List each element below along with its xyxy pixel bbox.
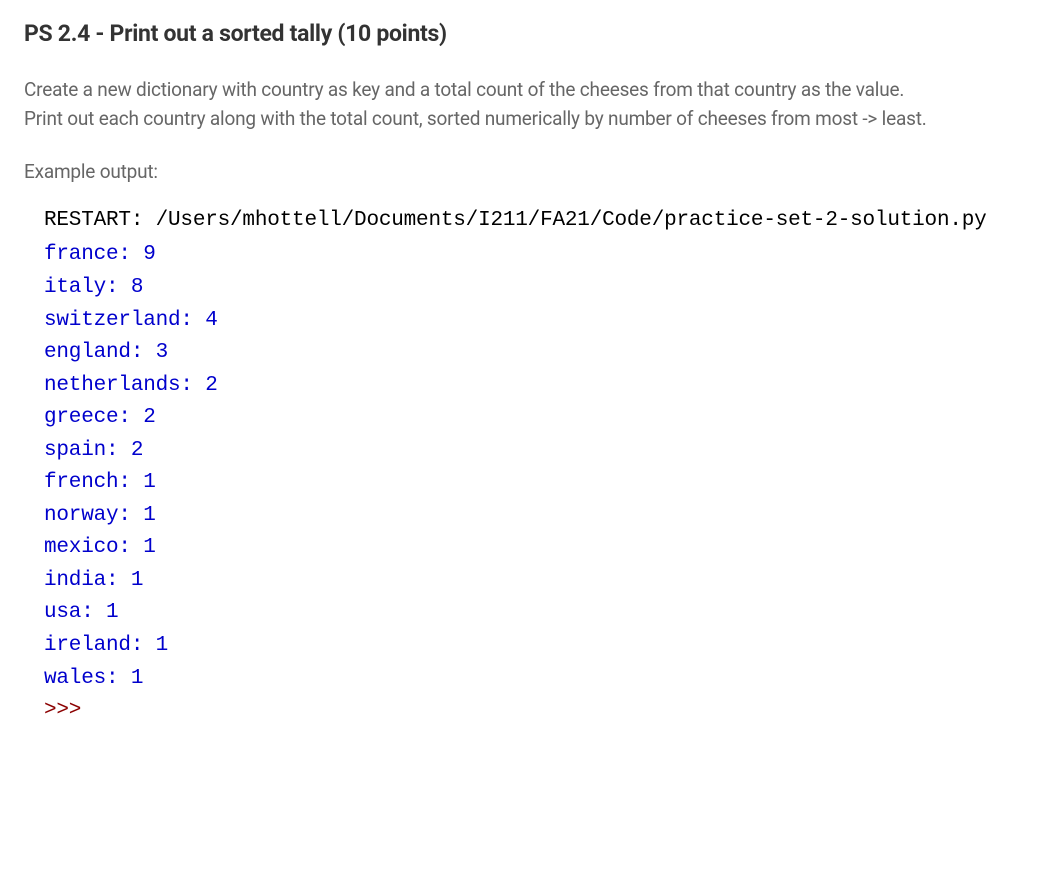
output-line: england: 3 (44, 337, 1018, 370)
output-line: usa: 1 (44, 597, 1018, 630)
output-line: greece: 2 (44, 402, 1018, 435)
code-output-block: RESTART: /Users/mhottell/Documents/I211/… (24, 205, 1018, 728)
output-line: india: 1 (44, 565, 1018, 598)
problem-description: Create a new dictionary with country as … (24, 75, 1018, 134)
output-line: france: 9 (44, 239, 1018, 272)
output-line: wales: 1 (44, 663, 1018, 696)
output-line: netherlands: 2 (44, 370, 1018, 403)
python-prompt: >>> (44, 695, 1018, 728)
description-line-1: Create a new dictionary with country as … (24, 75, 1018, 104)
output-line: mexico: 1 (44, 532, 1018, 565)
problem-heading: PS 2.4 - Print out a sorted tally (10 po… (24, 20, 1018, 47)
output-line: ireland: 1 (44, 630, 1018, 663)
output-line: french: 1 (44, 467, 1018, 500)
restart-line: RESTART: /Users/mhottell/Documents/I211/… (44, 205, 1018, 238)
output-lines-container: france: 9italy: 8switzerland: 4england: … (44, 239, 1018, 695)
output-line: norway: 1 (44, 500, 1018, 533)
example-output-label: Example output: (24, 160, 1018, 183)
output-line: italy: 8 (44, 272, 1018, 305)
output-line: spain: 2 (44, 435, 1018, 468)
output-line: switzerland: 4 (44, 305, 1018, 338)
description-line-2: Print out each country along with the to… (24, 104, 1018, 133)
